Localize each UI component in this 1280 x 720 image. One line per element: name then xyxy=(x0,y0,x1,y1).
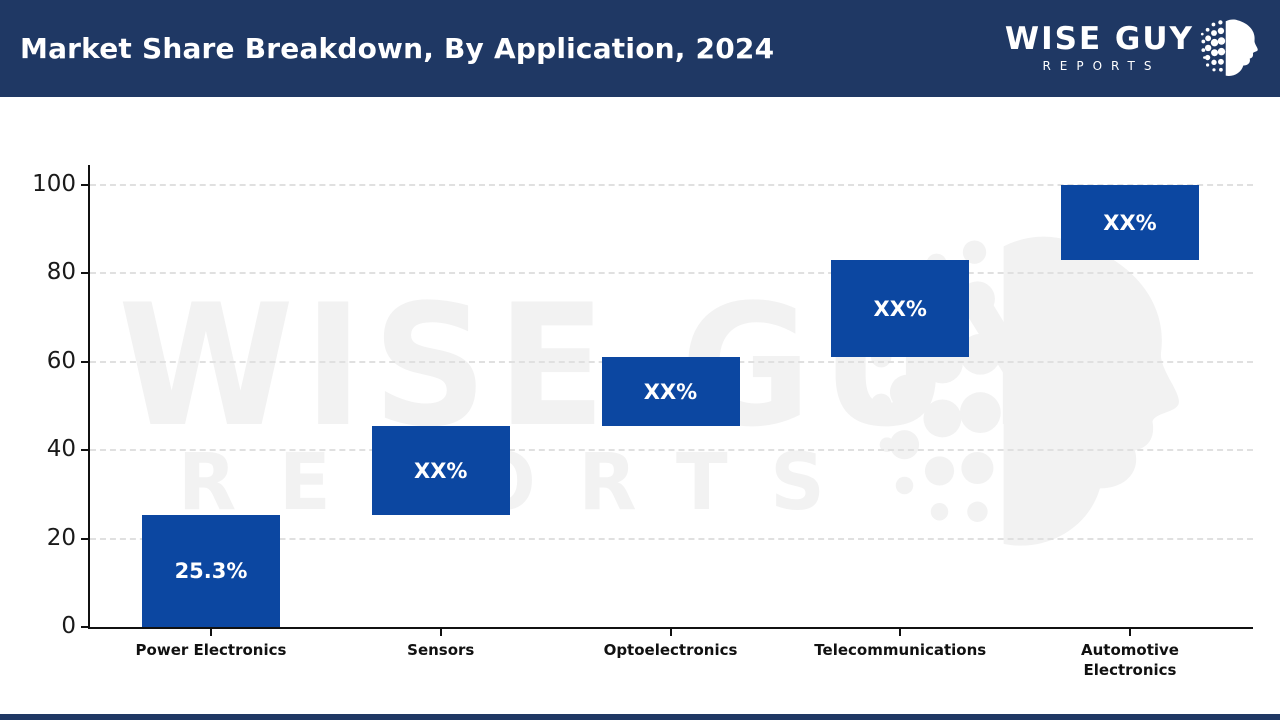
x-tick-label-0: Power Electronics xyxy=(135,641,287,659)
y-tick-80 xyxy=(81,272,90,275)
bar-value-label: XX% xyxy=(414,458,468,483)
footer-bar xyxy=(0,714,1280,720)
y-axis-line xyxy=(88,165,90,629)
y-tick-20 xyxy=(81,537,90,540)
y-tick-100 xyxy=(81,184,90,186)
dotted-head-icon xyxy=(1200,18,1258,76)
y-tick-60 xyxy=(81,360,90,363)
wise-guy-logo: WISE GUY REPORTS xyxy=(1005,8,1262,90)
gridline-80 xyxy=(90,272,1253,275)
y-tick-label-100: 100 xyxy=(32,171,76,197)
x-tick-label-4: Automotive Electronics xyxy=(1081,641,1179,680)
x-tick-label-2: Optoelectronics xyxy=(603,641,738,659)
x-tick-3 xyxy=(899,629,902,636)
y-tick-label-80: 80 xyxy=(46,259,76,286)
x-tick-0 xyxy=(210,629,212,636)
logo-wordmark: WISE GUY REPORTS xyxy=(1004,21,1194,74)
x-tick-1 xyxy=(439,629,442,636)
logo-line1: WISE GUY xyxy=(1004,21,1194,57)
y-tick-label-60: 60 xyxy=(46,347,76,374)
page-title: Market Share Breakdown, By Application, … xyxy=(20,32,775,65)
gridline-40 xyxy=(90,449,1253,452)
gridline-100 xyxy=(90,184,1253,186)
bar-power-electronics: 25.3% xyxy=(142,515,280,627)
x-tick-label-3: Telecommunications xyxy=(814,641,987,659)
bar-value-label: XX% xyxy=(873,296,927,321)
y-tick-40 xyxy=(81,449,90,452)
bar-sensors: XX% xyxy=(371,425,510,516)
logo-line2: REPORTS xyxy=(1042,59,1161,73)
gridline-20 xyxy=(90,537,1253,540)
x-axis-line xyxy=(88,627,1253,629)
x-tick-4 xyxy=(1129,629,1131,636)
bar-automotive-electronics: XX% xyxy=(1061,185,1199,261)
bar-value-label: XX% xyxy=(643,379,698,404)
y-tick-0 xyxy=(81,626,90,628)
y-tick-label-20: 20 xyxy=(46,524,76,551)
bar-value-label: 25.3% xyxy=(174,559,248,584)
y-tick-label-0: 0 xyxy=(61,613,76,639)
y-tick-label-40: 40 xyxy=(46,436,76,463)
header-bar: Market Share Breakdown, By Application, … xyxy=(0,0,1280,97)
bar-value-label: XX% xyxy=(1103,210,1157,235)
bar-telecommunications: XX% xyxy=(831,260,970,358)
x-tick-label-1: Sensors xyxy=(407,641,475,659)
bar-optoelectronics: XX% xyxy=(601,357,740,426)
x-tick-2 xyxy=(669,629,672,636)
watermark-subtext: REPORTS xyxy=(178,438,868,528)
